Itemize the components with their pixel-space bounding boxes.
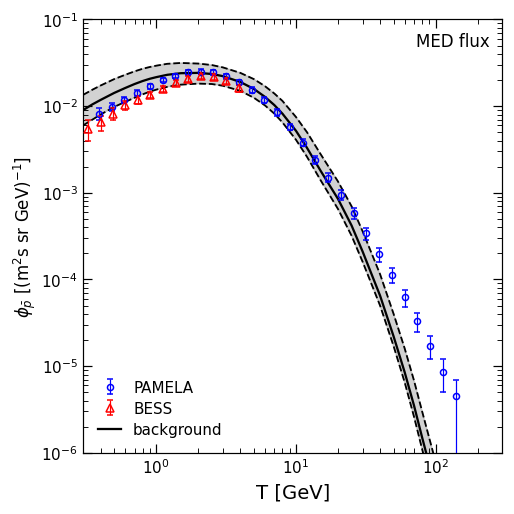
background (411, 402, 417, 409)
Line: background: background (83, 74, 502, 514)
background (98, 97, 104, 103)
background (348, 223, 354, 229)
background (419, 434, 425, 440)
background (177, 70, 183, 77)
background (401, 370, 408, 376)
background (359, 249, 365, 255)
background (146, 76, 153, 82)
background (219, 74, 226, 80)
background (432, 486, 438, 492)
X-axis label: T [GeV]: T [GeV] (255, 483, 329, 502)
Legend: PAMELA, BESS, background: PAMELA, BESS, background (90, 373, 230, 445)
background (390, 334, 396, 340)
background (164, 72, 170, 78)
background (89, 102, 96, 108)
background (304, 145, 310, 151)
background (377, 293, 383, 299)
Text: MED flux: MED flux (416, 33, 489, 51)
background (139, 78, 145, 84)
background (250, 86, 256, 93)
background (80, 107, 86, 114)
background (262, 94, 268, 100)
background (132, 81, 138, 87)
background (335, 196, 341, 203)
Y-axis label: $\phi_{\bar{p}}$ [(m$^2$s sr GeV)$^{-1}$]: $\phi_{\bar{p}}$ [(m$^2$s sr GeV)$^{-1}$… (12, 156, 39, 317)
background (122, 85, 128, 91)
background (237, 79, 243, 85)
background (153, 75, 159, 81)
background (209, 71, 215, 78)
background (271, 102, 277, 108)
background (111, 90, 117, 97)
background (195, 70, 201, 77)
background (279, 111, 285, 117)
background (317, 168, 323, 174)
background (292, 128, 299, 134)
